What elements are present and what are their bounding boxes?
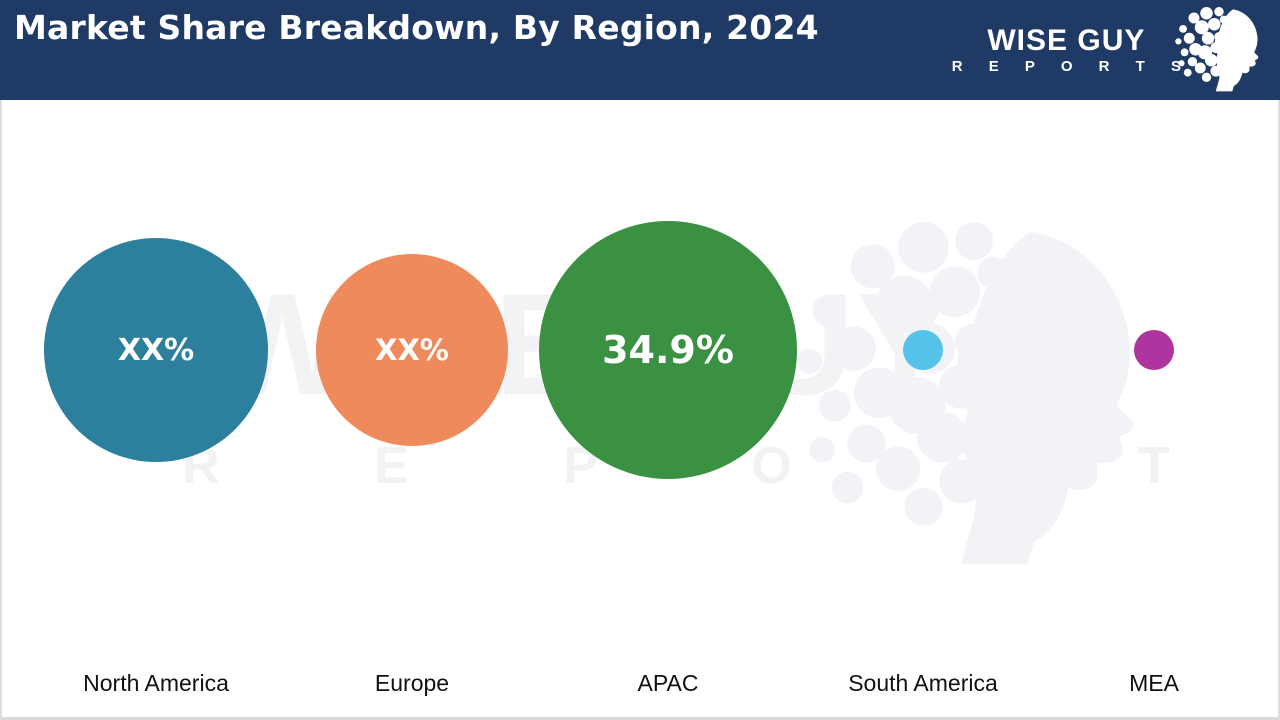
header-bar: Market Share Breakdown, By Region, 2024 …: [0, 0, 1280, 100]
dotted-head-logo-icon: [1175, 7, 1259, 92]
logo-wordmark: WISE GUY: [987, 24, 1146, 57]
axis-label-europe: Europe: [374, 670, 450, 696]
dotted-head-watermark-icon: [796, 222, 1134, 564]
wise-guy-logo: WISE GUY R E P O R T S: [941, 0, 1266, 100]
bubble-chart: WISE GUY R E P O R T S XX% North America…: [0, 100, 1280, 720]
bubble-value-north-america: XX%: [117, 332, 195, 368]
bubble-europe: XX%: [316, 254, 508, 446]
bubble-value-apac: 34.9%: [602, 328, 734, 372]
logo-text: WISE GUY R E P O R T S: [941, 24, 1192, 75]
axis-label-mea: MEA: [1129, 670, 1179, 696]
bubble-value-europe: XX%: [375, 333, 449, 367]
axis-label-apac: APAC: [637, 670, 699, 696]
logo-subtext: R E P O R T S: [951, 58, 1192, 75]
bubble-apac: 34.9%: [539, 221, 797, 479]
bubble-south-america: [903, 330, 943, 370]
bubble-north-america: XX%: [44, 238, 268, 462]
axis-label-north-america: North America: [83, 670, 229, 696]
page-title: Market Share Breakdown, By Region, 2024: [14, 8, 819, 47]
axis-label-south-america: South America: [848, 670, 998, 696]
bubble-mea: [1134, 330, 1174, 370]
